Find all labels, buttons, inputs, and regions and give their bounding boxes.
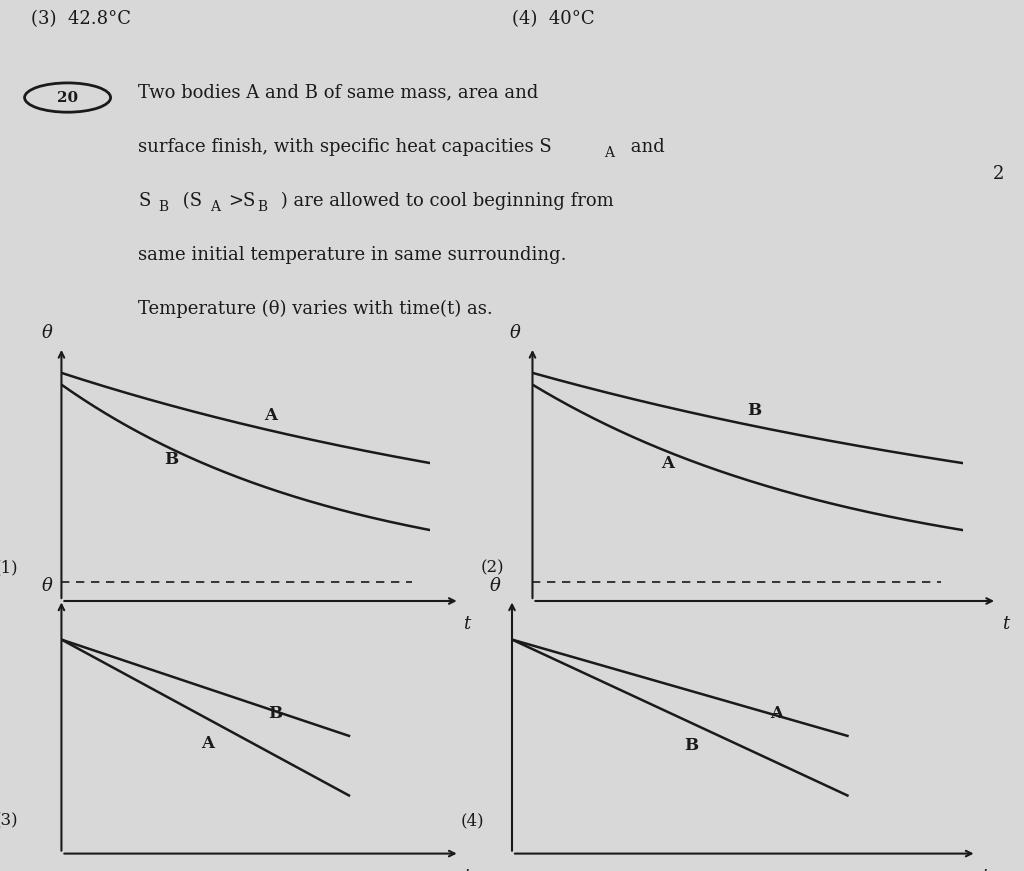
Text: 20: 20 — [57, 91, 78, 105]
Text: B: B — [159, 200, 169, 214]
Text: t: t — [981, 868, 989, 871]
Text: Two bodies A and B of same mass, area and: Two bodies A and B of same mass, area an… — [138, 84, 539, 102]
Text: surface finish, with specific heat capacities S: surface finish, with specific heat capac… — [138, 138, 552, 156]
Text: θ: θ — [41, 324, 52, 342]
Text: θ: θ — [41, 577, 52, 595]
Text: θ: θ — [489, 577, 501, 595]
Text: A: A — [662, 455, 675, 471]
Text: S: S — [138, 192, 151, 210]
Text: A: A — [770, 706, 783, 722]
Text: t: t — [463, 615, 471, 633]
Text: t: t — [463, 868, 471, 871]
Text: same initial temperature in same surrounding.: same initial temperature in same surroun… — [138, 246, 566, 264]
Text: (3)  42.8°C: (3) 42.8°C — [31, 10, 131, 29]
Text: B: B — [268, 706, 282, 722]
Text: (3): (3) — [0, 813, 18, 829]
Text: (S: (S — [177, 192, 203, 210]
Text: A: A — [604, 146, 614, 160]
Text: B: B — [684, 737, 698, 754]
Text: B: B — [748, 402, 762, 419]
Text: A: A — [264, 407, 278, 423]
Text: Temperature (θ) varies with time(t) as.: Temperature (θ) varies with time(t) as. — [138, 300, 493, 318]
Text: (2): (2) — [481, 560, 505, 577]
Text: ) are allowed to cool beginning from: ) are allowed to cool beginning from — [275, 192, 614, 210]
Text: and: and — [625, 138, 665, 156]
Text: >S: >S — [228, 192, 256, 210]
Text: (1): (1) — [0, 560, 18, 577]
Text: (4)  40°C: (4) 40°C — [512, 10, 595, 29]
Text: θ: θ — [510, 324, 521, 342]
Text: A: A — [202, 735, 214, 752]
Text: B: B — [165, 451, 179, 468]
Text: B: B — [257, 200, 267, 214]
Text: A: A — [210, 200, 220, 214]
Text: (4): (4) — [461, 813, 484, 829]
Text: t: t — [1001, 615, 1010, 633]
Text: 2: 2 — [992, 165, 1005, 183]
